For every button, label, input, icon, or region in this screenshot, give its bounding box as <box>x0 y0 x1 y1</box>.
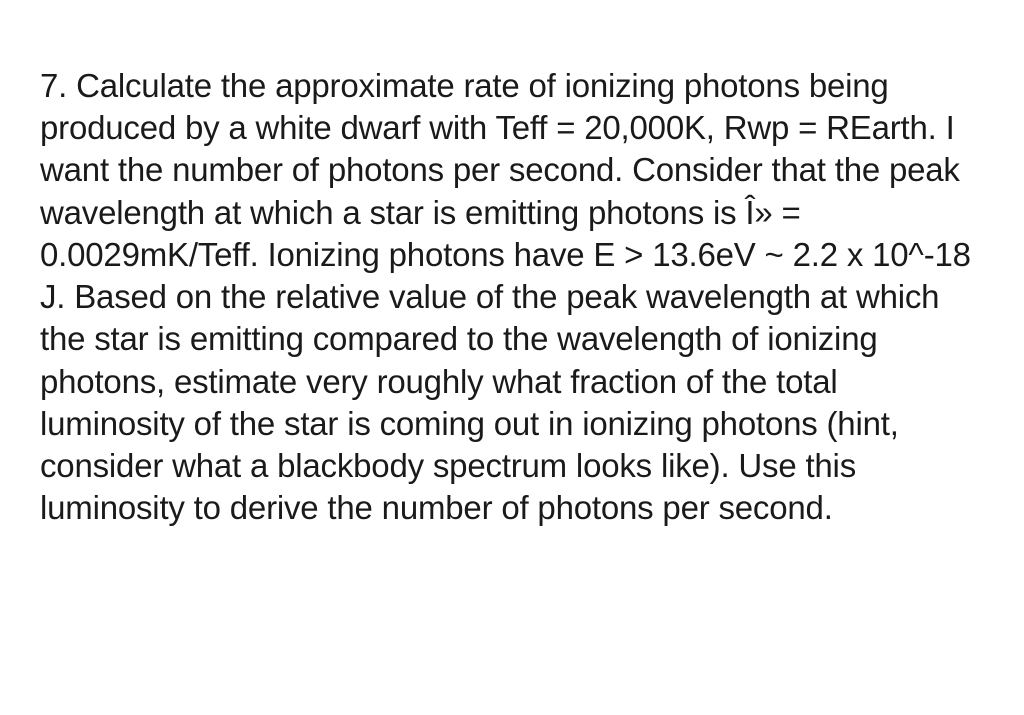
page-container: 7. Calculate the approximate rate of ion… <box>0 0 1024 715</box>
problem-body: Calculate the approximate rate of ionizi… <box>40 67 971 526</box>
problem-paragraph: 7. Calculate the approximate rate of ion… <box>40 65 978 530</box>
problem-number: 7. <box>40 67 67 104</box>
